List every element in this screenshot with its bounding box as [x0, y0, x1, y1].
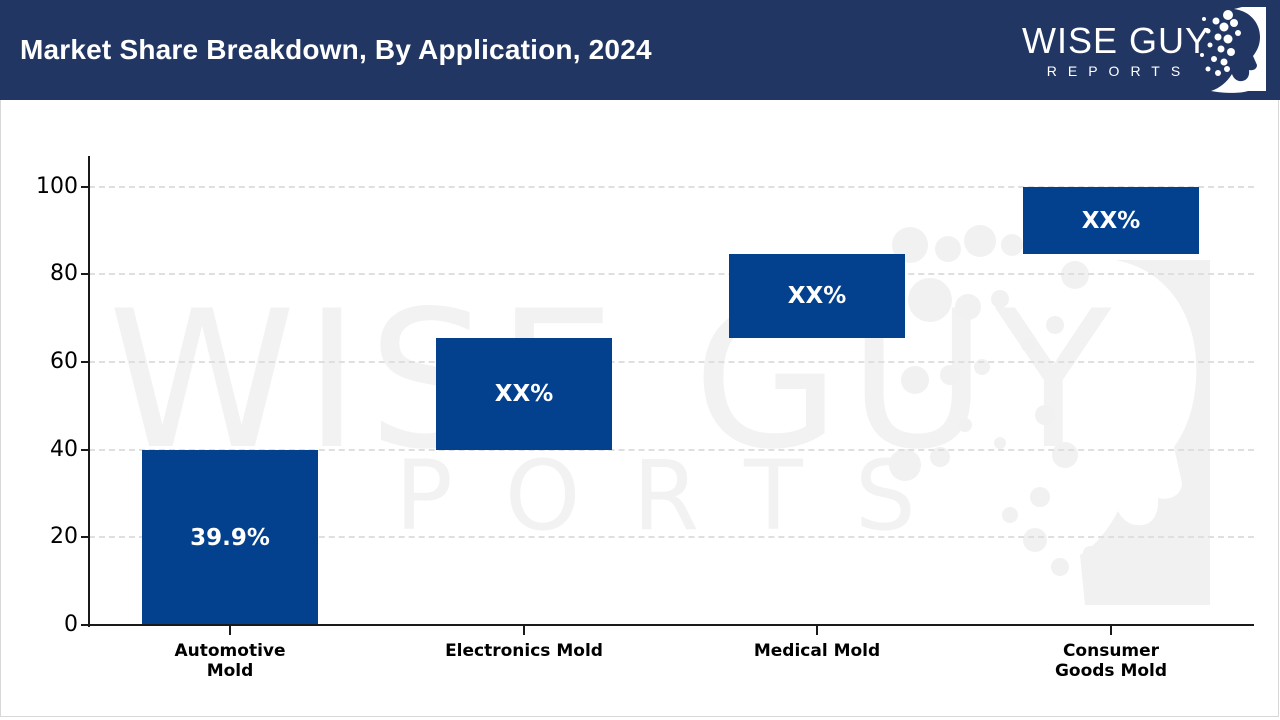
x-tick-label-automotive-mold: Automotive Mold [174, 641, 286, 681]
y-tick-label-60: 60 [50, 349, 78, 374]
x-tick-label-consumer-goods-mold: Consumer Goods Mold [1054, 641, 1168, 681]
gridline-80 [89, 273, 1254, 275]
bar-value-label-consumer-goods-mold: XX% [1081, 208, 1141, 234]
brand-logo: WISE GUY REPORTS [1022, 5, 1266, 95]
x-axis-tick-electronics-mold [523, 626, 525, 635]
x-tick-label-medical-mold: Medical Mold [753, 641, 881, 661]
market-share-chart: 0 20 40 60 80 100 39.9% Automotive Mold XX% Elect… [0, 100, 1280, 720]
bar-consumer-goods-mold [1023, 187, 1199, 254]
x-axis-tick-consumer-goods-mold [1110, 626, 1112, 635]
brand-subname: REPORTS [1046, 62, 1192, 79]
y-axis-tick-80 [81, 273, 89, 275]
brand-face-icon [1200, 7, 1266, 93]
y-tick-label-100: 100 [36, 174, 78, 199]
bar-value-label-medical-mold: XX% [787, 283, 847, 309]
gridline-60 [89, 361, 1254, 363]
x-axis-tick-medical-mold [816, 626, 818, 635]
bar-value-label-automotive-mold: 39.9% [190, 525, 270, 551]
gridline-20 [89, 536, 1254, 538]
y-tick-label-40: 40 [50, 437, 78, 462]
gridline-100 [89, 186, 1254, 188]
header-bar: Market Share Breakdown, By Application, … [0, 0, 1280, 100]
brand-name: WISE GUY [1021, 19, 1210, 61]
x-axis-line [88, 624, 1254, 626]
page-title: Market Share Breakdown, By Application, … [20, 34, 652, 65]
x-axis-tick-automotive-mold [229, 626, 231, 635]
y-axis-tick-40 [81, 449, 89, 451]
y-axis-tick-60 [81, 361, 89, 363]
y-axis-tick-20 [81, 536, 89, 538]
y-axis-tick-100 [81, 186, 89, 188]
y-tick-label-80: 80 [50, 261, 78, 286]
y-tick-label-20: 20 [50, 524, 78, 549]
y-axis-tick-0 [81, 624, 89, 626]
y-tick-label-0: 0 [64, 612, 78, 637]
bar-medical-mold [729, 254, 905, 338]
bar-value-label-electronics-mold: XX% [494, 381, 554, 407]
bar-electronics-mold [436, 338, 612, 450]
x-tick-label-electronics-mold: Electronics Mold [445, 641, 603, 661]
y-axis-line [88, 156, 90, 627]
gridline-40 [89, 449, 1254, 451]
brand-logo-text: WISE GUY REPORTS [1021, 19, 1210, 79]
bar-automotive-mold [142, 450, 318, 625]
